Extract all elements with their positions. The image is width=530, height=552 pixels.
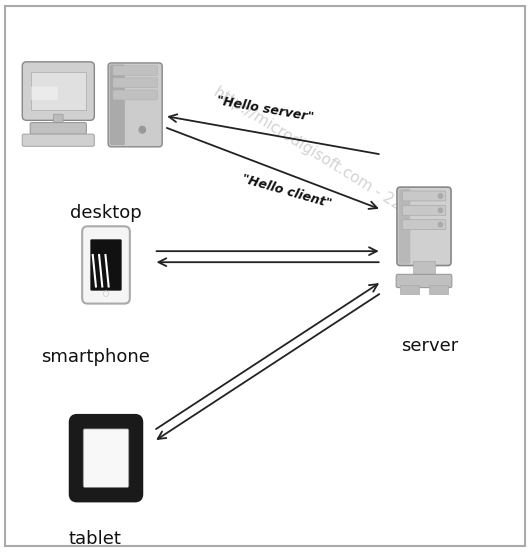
FancyBboxPatch shape	[113, 78, 157, 88]
Circle shape	[438, 194, 443, 198]
Circle shape	[139, 126, 145, 133]
Text: "Hello client": "Hello client"	[240, 172, 332, 210]
FancyBboxPatch shape	[402, 205, 446, 215]
FancyBboxPatch shape	[402, 191, 446, 201]
FancyBboxPatch shape	[429, 285, 447, 294]
Text: smartphone: smartphone	[41, 348, 150, 366]
FancyBboxPatch shape	[402, 220, 446, 230]
FancyBboxPatch shape	[22, 134, 94, 146]
FancyBboxPatch shape	[82, 226, 130, 304]
FancyBboxPatch shape	[31, 72, 86, 110]
Circle shape	[438, 222, 443, 227]
Text: "Hello server": "Hello server"	[215, 94, 315, 124]
FancyBboxPatch shape	[110, 65, 125, 145]
FancyBboxPatch shape	[31, 86, 58, 100]
Circle shape	[438, 208, 443, 213]
Text: desktop: desktop	[70, 204, 142, 222]
FancyBboxPatch shape	[91, 240, 121, 290]
FancyBboxPatch shape	[113, 66, 157, 76]
FancyBboxPatch shape	[83, 429, 129, 487]
FancyBboxPatch shape	[30, 123, 86, 134]
Text: http://microdigisoft.com - 22:17: http://microdigisoft.com - 22:17	[211, 84, 425, 225]
FancyBboxPatch shape	[399, 189, 410, 264]
FancyBboxPatch shape	[401, 285, 419, 294]
Text: server: server	[401, 337, 458, 355]
FancyBboxPatch shape	[113, 90, 157, 100]
FancyBboxPatch shape	[70, 416, 142, 501]
Text: tablet: tablet	[69, 530, 122, 548]
FancyBboxPatch shape	[54, 114, 63, 126]
FancyBboxPatch shape	[108, 63, 162, 147]
FancyBboxPatch shape	[396, 274, 452, 288]
FancyBboxPatch shape	[413, 261, 435, 276]
FancyBboxPatch shape	[22, 62, 94, 120]
FancyBboxPatch shape	[397, 187, 451, 266]
